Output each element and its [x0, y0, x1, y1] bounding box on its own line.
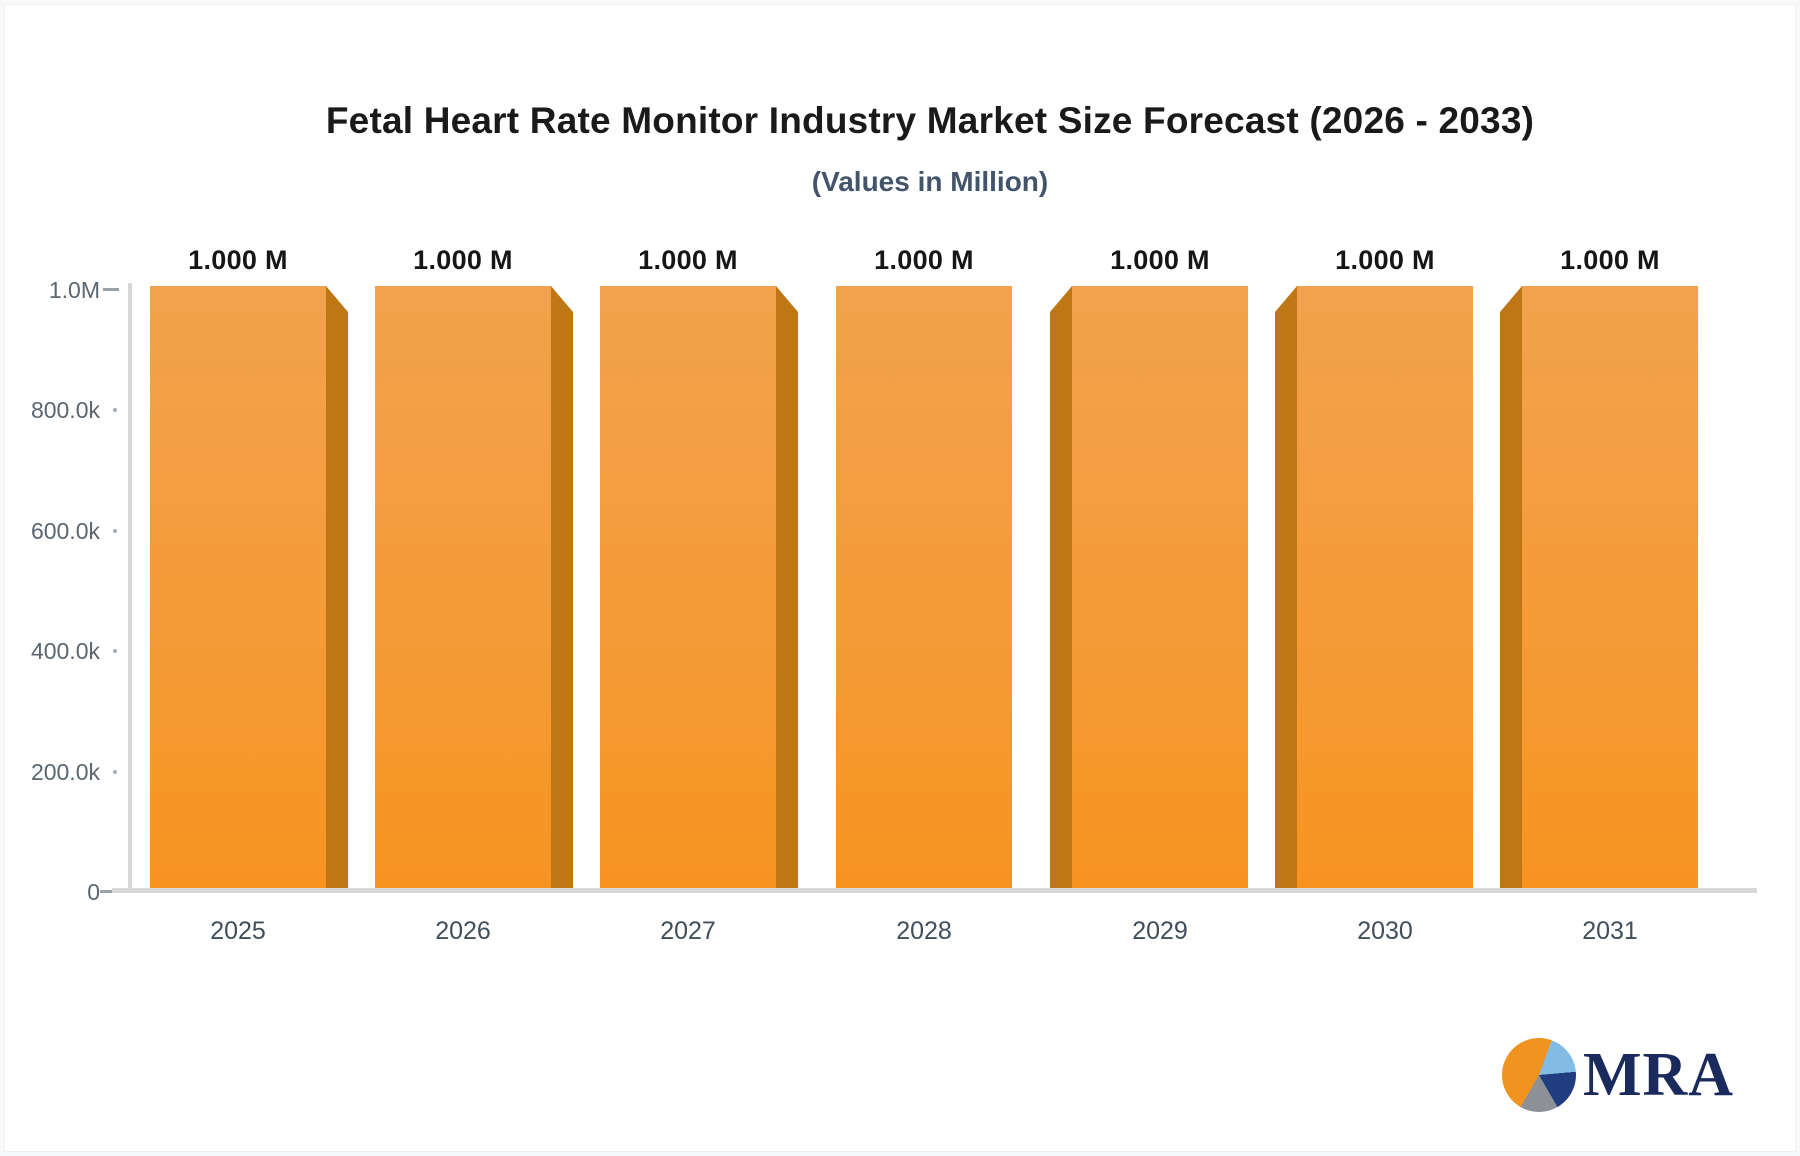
x-axis-label: 2031: [1582, 917, 1638, 945]
bar-value-label: 1.000 M: [1560, 245, 1660, 275]
y-tick-label-600k: 600.0k: [30, 518, 100, 544]
y-tick-label-zero: 0: [87, 879, 100, 905]
bar-value-label: 1.000 M: [874, 245, 974, 275]
bar-value-label: 1.000 M: [413, 245, 513, 275]
y-tick-label-1_0M: 1.0M: [48, 277, 100, 303]
bar-2029: 1.000 M 2029: [1050, 245, 1248, 945]
y-tick-label-800k: 800.0k: [30, 397, 100, 423]
x-axis-label: 2028: [896, 917, 952, 945]
mra-logo: MRA: [1502, 1038, 1734, 1112]
chart-title: Fetal Heart Rate Monitor Industry Market…: [325, 100, 1535, 141]
logo-text: MRA: [1583, 1041, 1735, 1109]
bar-value-label: 1.000 M: [188, 245, 288, 275]
x-axis-label: 2027: [660, 917, 716, 945]
x-axis-line: [112, 888, 1757, 893]
bar-2028: 1.000 M 2028: [825, 245, 1023, 945]
y-tick-mark: [113, 770, 117, 774]
bar-2026: 1.000 M 2026: [375, 245, 573, 945]
bar-2031: 1.000 M 2031: [1500, 245, 1698, 945]
x-axis-label: 2030: [1357, 917, 1413, 945]
bar-value-label: 1.000 M: [638, 245, 738, 275]
y-tick-mark: [113, 529, 117, 533]
bar-3d-side: [1275, 286, 1297, 890]
x-axis-label: 2026: [435, 917, 491, 945]
bar-face: [150, 286, 326, 890]
x-axis-label: 2029: [1132, 917, 1188, 945]
bar-3d-side: [776, 286, 798, 890]
y-tick-mark-zero: [100, 890, 116, 893]
bar-face: [375, 286, 551, 890]
y-tick-mark-top: [103, 288, 119, 291]
bar-3d-side: [551, 286, 573, 890]
bar-value-label: 1.000 M: [1335, 245, 1435, 275]
y-tick-mark: [113, 408, 117, 412]
bar-2025: 1.000 M 2025: [150, 245, 348, 945]
y-tick-label-400k: 400.0k: [30, 638, 100, 664]
bar-3d-side: [1500, 286, 1522, 890]
x-axis-label: 2025: [210, 917, 266, 945]
bar-face: [1072, 286, 1248, 890]
bar-series: 1.000 M 2025 1.000 M 2026 1.000 M 2027 1…: [150, 245, 1698, 945]
bar-face: [1522, 286, 1698, 890]
y-tick-label-200k: 200.0k: [30, 759, 100, 785]
bar-2027: 1.000 M 2027: [600, 245, 798, 945]
bar-face: [600, 286, 776, 890]
pie-chart-logo-icon: [1502, 1038, 1576, 1112]
bar-face: [836, 286, 1012, 890]
bar-value-label: 1.000 M: [1110, 245, 1210, 275]
y-axis-line: [128, 283, 132, 893]
bar-3d-side: [326, 286, 348, 890]
bar-2030: 1.000 M 2030: [1275, 245, 1473, 945]
bar-3d-side: [1050, 286, 1072, 890]
chart-subtitle: (Values in Million): [811, 166, 1049, 197]
y-tick-mark: [113, 649, 117, 653]
bar-face: [1297, 286, 1473, 890]
